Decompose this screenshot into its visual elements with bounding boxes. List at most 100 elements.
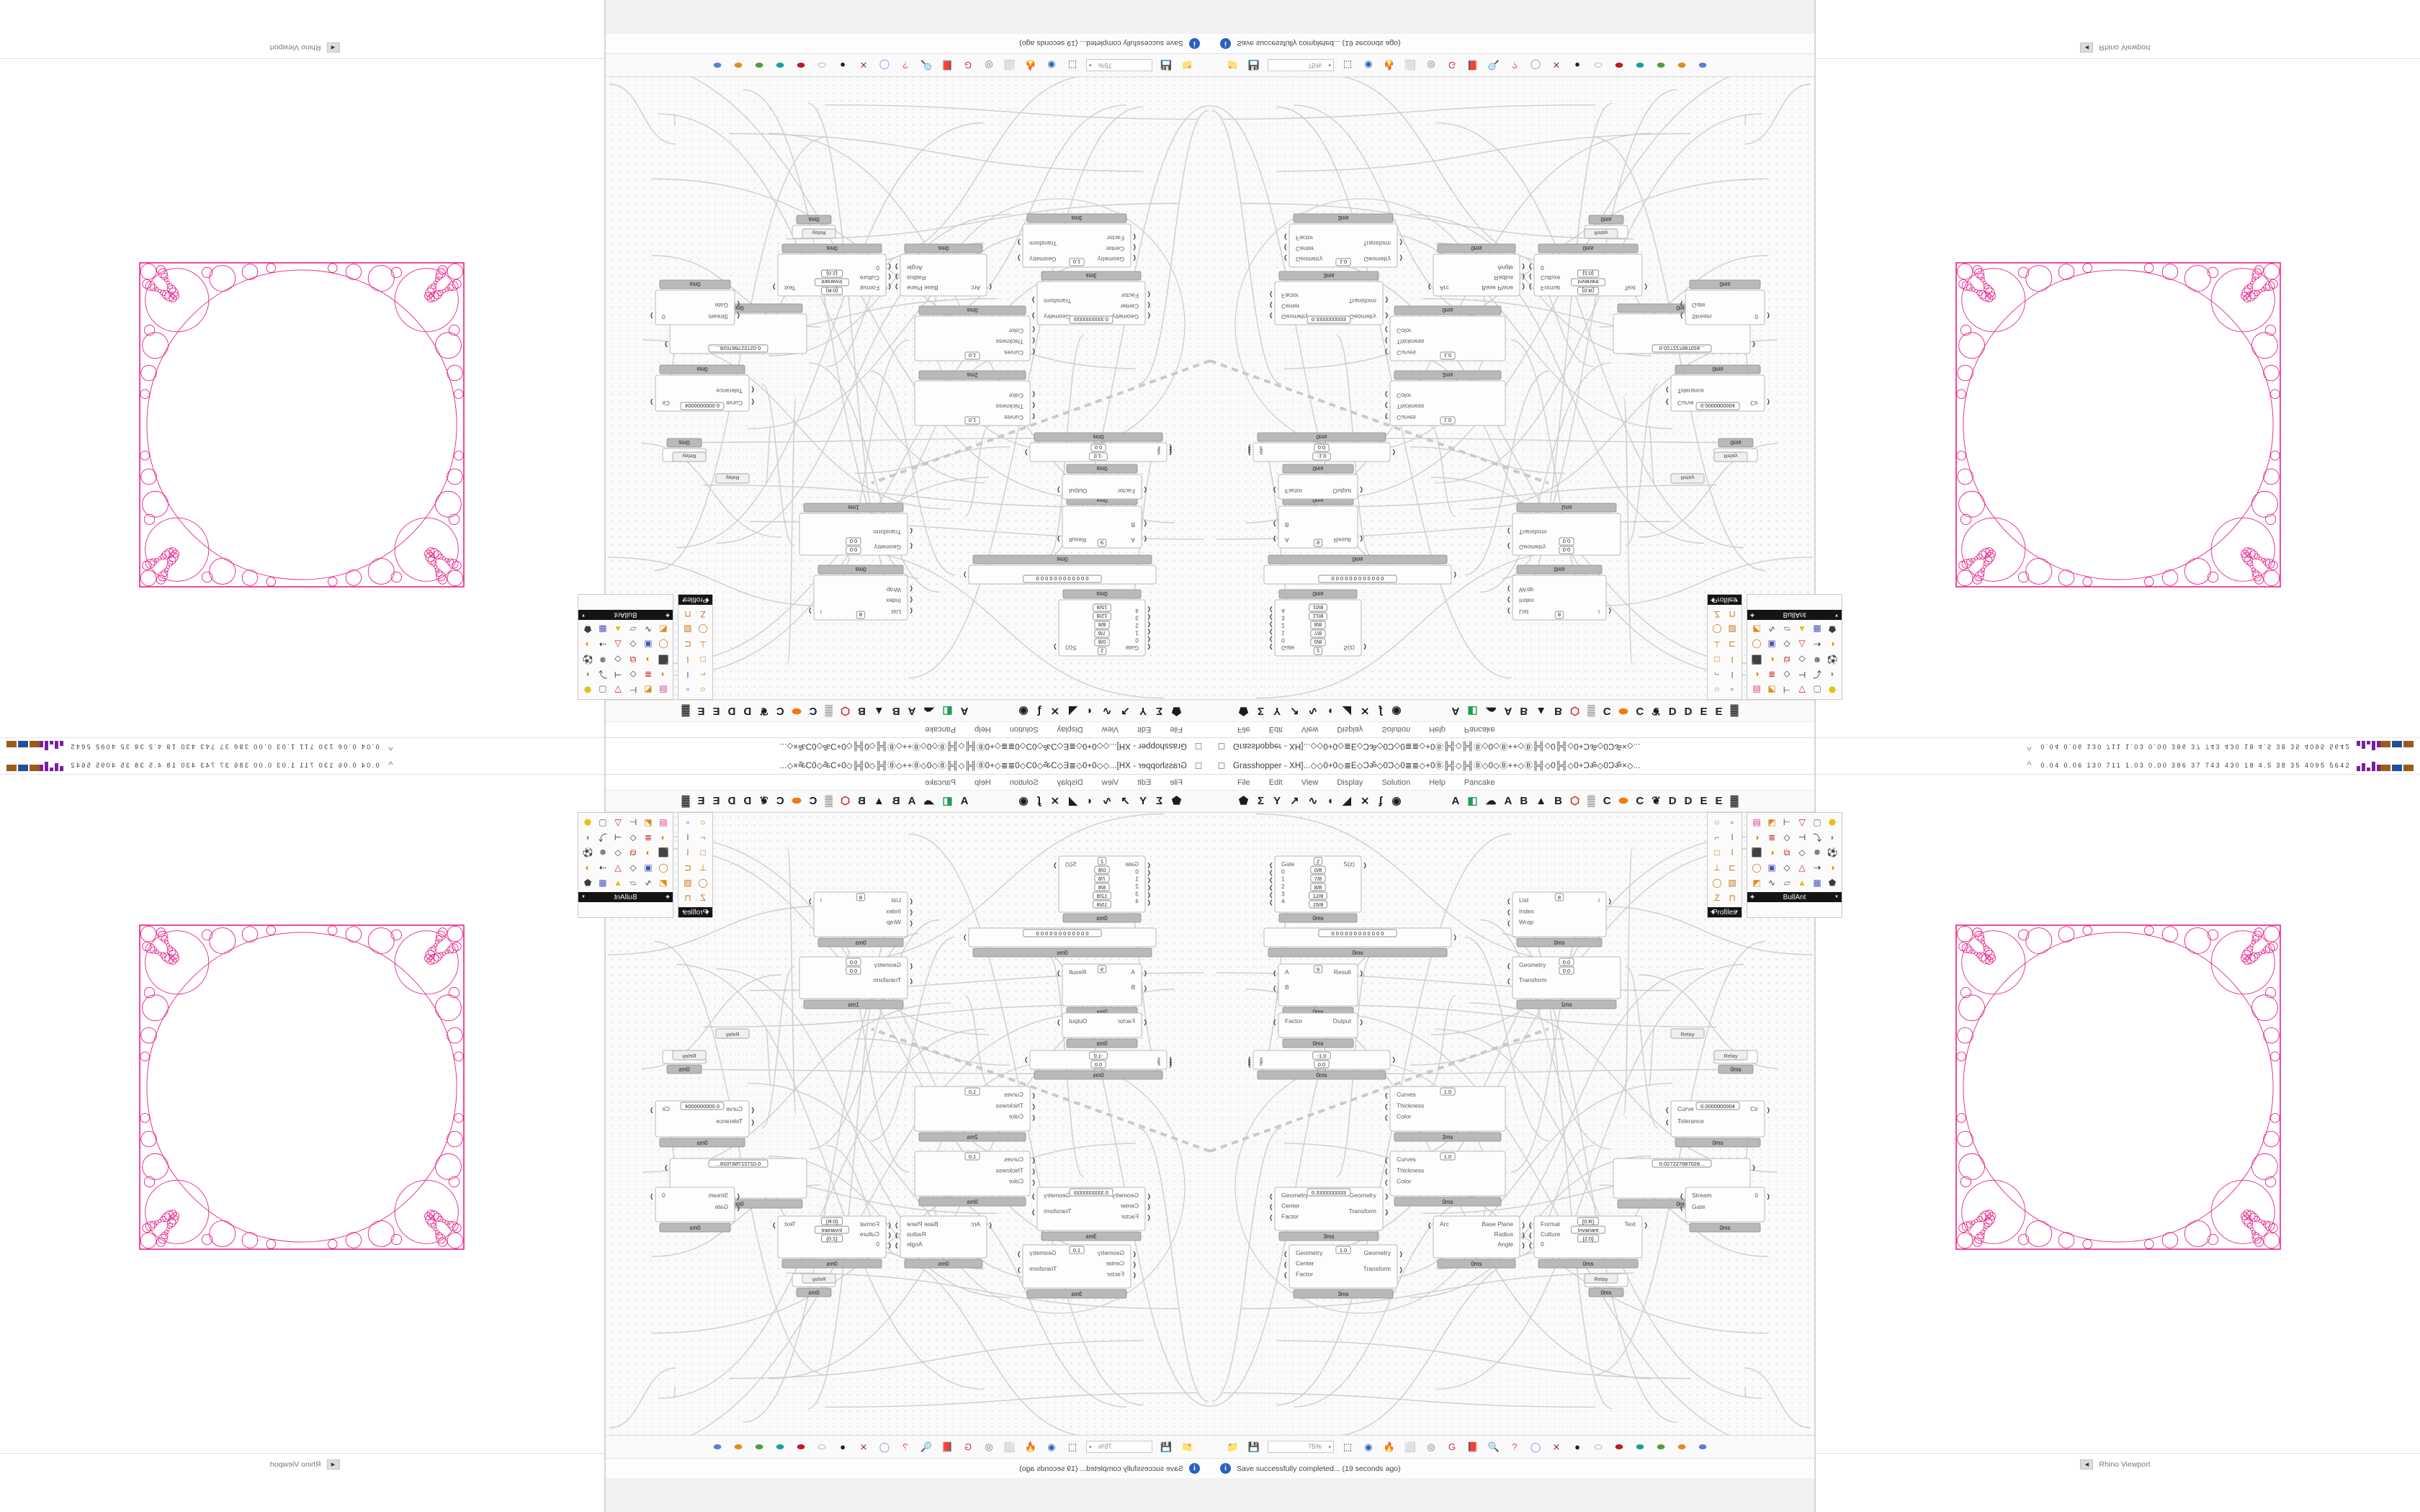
- profile-zed-icon[interactable]: Z: [1714, 893, 1720, 903]
- shade-red-icon[interactable]: ⬬: [797, 1441, 805, 1452]
- input-port[interactable]: [1032, 1168, 1035, 1175]
- input-port[interactable]: [751, 1119, 754, 1126]
- input-port[interactable]: [1147, 1214, 1150, 1221]
- profile-box-icon[interactable]: ▧: [684, 624, 692, 634]
- tab-b2-icon[interactable]: B: [1554, 795, 1562, 807]
- input-port[interactable]: [1147, 621, 1150, 628]
- tab-e2-icon[interactable]: E: [1715, 705, 1723, 717]
- flame-icon[interactable]: 🔥: [1024, 60, 1037, 71]
- output-port[interactable]: [650, 1107, 653, 1114]
- vector-icon[interactable]: ↗: [1290, 705, 1299, 717]
- bullant-grid-icon[interactable]: ▦: [1813, 878, 1821, 888]
- component-value[interactable]: 15/8: [1097, 604, 1108, 611]
- scissors-icon[interactable]: ⨯: [859, 1441, 868, 1452]
- bullant-divide-icon[interactable]: ⊢: [1783, 817, 1791, 827]
- balloon-icon[interactable]: ◯: [879, 60, 890, 71]
- input-port[interactable]: [1507, 898, 1510, 905]
- input-port[interactable]: [910, 596, 913, 603]
- open-file-icon[interactable]: 📁: [1227, 1441, 1240, 1452]
- bullant-unroll2-icon[interactable]: ◩: [659, 878, 668, 888]
- bullant-curve-icon[interactable]: ⤵: [599, 669, 608, 680]
- bullant-frame-icon[interactable]: ▢: [1813, 685, 1821, 695]
- component-value[interactable]: -1.0: [1094, 1053, 1103, 1059]
- zoom-level-input[interactable]: 75%: [1268, 1441, 1334, 1453]
- input-port[interactable]: [1270, 613, 1273, 621]
- profile-rect-icon[interactable]: □: [700, 847, 706, 858]
- input-port[interactable]: [1147, 636, 1150, 643]
- tab-c-icon[interactable]: C: [809, 705, 817, 717]
- profile-ibeam-icon[interactable]: I: [1731, 847, 1734, 858]
- preview-eye-icon[interactable]: ◉: [1364, 60, 1373, 71]
- maths-icon[interactable]: Σ: [1155, 705, 1162, 717]
- component-value[interactable]: 1.0: [1340, 258, 1347, 265]
- menu-item-file[interactable]: File: [1170, 778, 1183, 787]
- prev-green-icon[interactable]: ⬬: [1657, 60, 1665, 71]
- tab-d2-icon[interactable]: D: [1684, 795, 1693, 807]
- surface-icon[interactable]: ◖: [1086, 795, 1093, 807]
- gh-component-scale-2[interactable]: GeometryCenterFactorGeometryTransform1.0…: [1284, 213, 1402, 268]
- input-port[interactable]: [1147, 628, 1150, 635]
- menu-item-pancake[interactable]: Pancake: [925, 725, 956, 734]
- bullant-plate-icon[interactable]: ▱: [1783, 878, 1791, 888]
- display-icon[interactable]: ◉: [1392, 795, 1402, 807]
- bullant-tri2-icon[interactable]: △: [1798, 639, 1806, 649]
- prev-teal-icon[interactable]: ⬬: [1636, 1441, 1644, 1452]
- menu-item-solution[interactable]: Solution: [1009, 725, 1039, 734]
- input-port[interactable]: [1169, 446, 1172, 454]
- bullant-triangle-icon[interactable]: ▽: [1798, 685, 1806, 695]
- input-port[interactable]: [1133, 1272, 1136, 1279]
- output-port[interactable]: [1399, 238, 1402, 246]
- profile-tee-icon[interactable]: ⊥: [699, 863, 707, 873]
- input-port[interactable]: [1507, 527, 1510, 534]
- output-port[interactable]: [1360, 1019, 1363, 1026]
- input-port[interactable]: [1273, 970, 1276, 977]
- help-box-icon[interactable]: ?: [902, 1441, 908, 1452]
- input-port[interactable]: [888, 1242, 891, 1249]
- zoom-level-input[interactable]: 75%: [1268, 59, 1334, 71]
- input-port[interactable]: [1666, 1119, 1669, 1126]
- tab-scroll-left[interactable]: ◀: [2080, 1459, 2094, 1470]
- menu-item-view[interactable]: View: [1301, 778, 1319, 787]
- input-port[interactable]: [1248, 1058, 1251, 1066]
- tab-scroll-left[interactable]: ◀: [2080, 42, 2094, 53]
- book-icon[interactable]: 📕: [1466, 1441, 1479, 1452]
- bullant-divide-icon[interactable]: ⊢: [629, 685, 637, 695]
- input-port[interactable]: [1270, 301, 1273, 308]
- input-port[interactable]: [1680, 300, 1683, 307]
- input-port[interactable]: [737, 1193, 740, 1200]
- tab-grid-icon[interactable]: ▒: [1587, 795, 1595, 807]
- bullant-triangle-icon[interactable]: ▽: [1798, 817, 1806, 827]
- bullant-pour2-icon[interactable]: ◑: [645, 847, 651, 858]
- input-port[interactable]: [1507, 585, 1510, 592]
- profile-zed-icon[interactable]: Z: [700, 893, 706, 903]
- component-value[interactable]: 0.0: [1318, 1061, 1325, 1068]
- palette-title[interactable]: Profiles: [1708, 595, 1742, 605]
- output-port[interactable]: [1057, 486, 1060, 493]
- prev-teal-icon[interactable]: ⬬: [776, 1441, 784, 1452]
- prev-green-icon[interactable]: ⬬: [755, 60, 763, 71]
- menu-item-edit[interactable]: Edit: [1268, 725, 1283, 734]
- bullant-box-icon[interactable]: ▣: [1767, 639, 1776, 649]
- input-port[interactable]: [1385, 1157, 1388, 1164]
- output-port[interactable]: [1392, 449, 1395, 456]
- help-box-icon[interactable]: ?: [1512, 1441, 1518, 1452]
- tab-a2-icon[interactable]: A: [908, 705, 916, 717]
- component-value[interactable]: Invariant: [821, 1227, 843, 1233]
- output-port[interactable]: [1032, 1193, 1035, 1200]
- input-port[interactable]: [1270, 621, 1273, 628]
- sets-icon[interactable]: Υ: [1139, 795, 1147, 807]
- input-port[interactable]: [1507, 978, 1510, 985]
- bullant-sweep-icon[interactable]: ∿: [1767, 624, 1776, 634]
- bullant-shape-icon[interactable]: ⬟: [583, 878, 592, 888]
- viewport-tab-label[interactable]: Rhino Viewport: [269, 1459, 321, 1469]
- component-value[interactable]: 8/8: [1314, 884, 1322, 891]
- component-value[interactable]: 0.0000000004: [685, 402, 720, 409]
- component-value[interactable]: 8: [859, 611, 862, 618]
